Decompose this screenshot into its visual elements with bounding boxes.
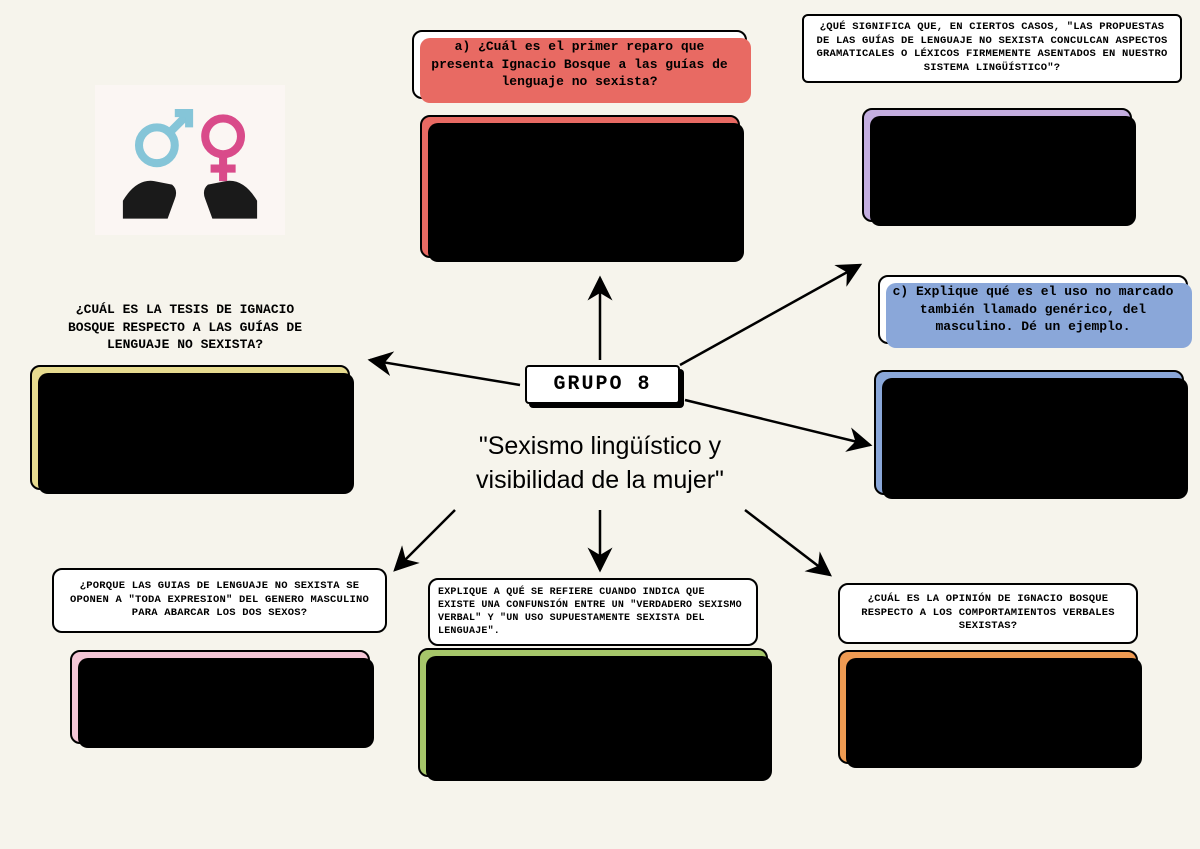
center-title: GRUPO 8 [525, 365, 680, 404]
question-c: c) Explique qué es el uso no marcado tam… [878, 275, 1188, 344]
answer-e: Se oponen porque las palabras que son co… [70, 650, 370, 744]
answer-d: Su tesis es que las guías no has sido es… [30, 365, 350, 490]
question-d: ¿CUÁL ES LA TESIS DE IGNACIO BOSQUE RESP… [40, 295, 330, 360]
answer-g: Señala que la existencia de comportamien… [838, 650, 1138, 764]
answer-c: El uso genérico del masculino es un term… [874, 370, 1184, 495]
answer-f: Sexismo verbal: uso del lenguaje de mane… [418, 648, 768, 777]
question-g: ¿CUÁL ES LA OPINIÓN DE IGNACIO BOSQUE RE… [838, 583, 1138, 644]
center-subtitle: "Sexismo lingüístico y visibilidad de la… [430, 430, 770, 498]
question-e: ¿PORQUE LAS GUIAS DE LENGUAJE NO SEXISTA… [52, 568, 387, 633]
question-f: EXPLIQUE A QUÉ SE REFIERE CUANDO INDICA … [428, 578, 758, 646]
answer-a: El primer reparo que señala el autor de … [420, 115, 740, 258]
answer-b: Las propuestas de guias no sexistas esta… [862, 108, 1132, 222]
question-b: ¿QUÉ SIGNIFICA QUE, EN CIERTOS CASOS, "L… [802, 14, 1182, 83]
question-a: a) ¿Cuál es el primer reparo que present… [412, 30, 747, 99]
gender-equality-icon [95, 85, 285, 235]
